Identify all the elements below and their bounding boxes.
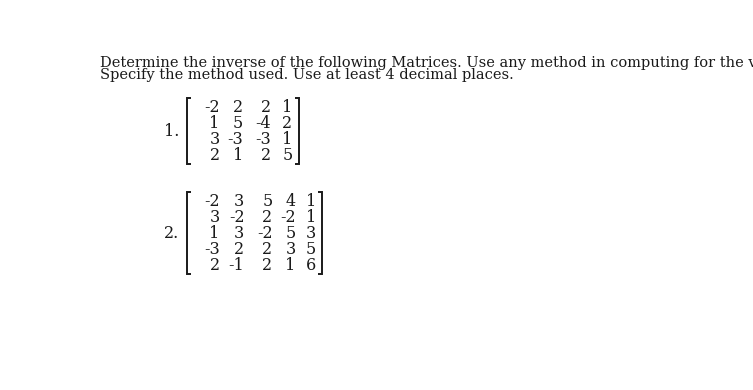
Text: -3: -3 [227, 131, 243, 148]
Text: 2: 2 [282, 115, 292, 132]
Text: 2: 2 [233, 99, 243, 116]
Text: 5: 5 [233, 115, 243, 132]
Text: 2: 2 [262, 257, 273, 275]
Text: 3: 3 [234, 193, 245, 210]
Text: Determine the inverse of the following Matrices. Use any method in computing for: Determine the inverse of the following M… [100, 56, 753, 70]
Text: 2: 2 [209, 257, 220, 275]
Text: 2: 2 [262, 241, 273, 258]
Text: 1: 1 [233, 147, 243, 164]
Text: -3: -3 [255, 131, 271, 148]
Text: -2: -2 [280, 209, 296, 226]
Text: 2: 2 [262, 209, 273, 226]
Text: 4: 4 [285, 193, 296, 210]
Text: -2: -2 [257, 225, 273, 242]
Text: 5: 5 [285, 225, 296, 242]
Text: 3: 3 [234, 225, 245, 242]
Text: 1: 1 [209, 115, 220, 132]
Text: 1: 1 [282, 131, 292, 148]
Text: 5: 5 [306, 241, 316, 258]
Text: Specify the method used. Use at least 4 decimal places.: Specify the method used. Use at least 4 … [100, 68, 514, 82]
Text: -1: -1 [229, 257, 245, 275]
Text: 2: 2 [261, 99, 271, 116]
Text: 1: 1 [306, 193, 316, 210]
Text: 5: 5 [282, 147, 292, 164]
Text: 2: 2 [261, 147, 271, 164]
Text: 3: 3 [209, 131, 220, 148]
Text: 2: 2 [209, 147, 220, 164]
Text: 1: 1 [282, 99, 292, 116]
Text: 1: 1 [209, 225, 220, 242]
Text: 1: 1 [285, 257, 296, 275]
Text: 1.: 1. [164, 123, 179, 140]
Text: -2: -2 [204, 193, 220, 210]
Text: 2.: 2. [164, 225, 179, 242]
Text: 3: 3 [209, 209, 220, 226]
Text: 3: 3 [285, 241, 296, 258]
Text: 1: 1 [306, 209, 316, 226]
Text: 6: 6 [306, 257, 316, 275]
Text: 5: 5 [262, 193, 273, 210]
Text: 3: 3 [306, 225, 316, 242]
Text: -2: -2 [229, 209, 245, 226]
Text: -4: -4 [255, 115, 271, 132]
Text: 2: 2 [234, 241, 245, 258]
Text: -3: -3 [204, 241, 220, 258]
Text: -2: -2 [204, 99, 220, 116]
